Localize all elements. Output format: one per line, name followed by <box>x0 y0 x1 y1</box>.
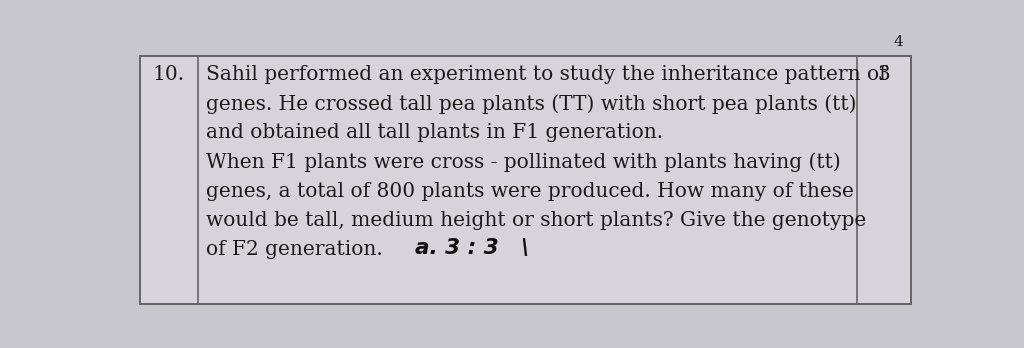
Text: 4: 4 <box>893 35 903 49</box>
Text: When F1 plants were cross - pollinated with plants having (tt): When F1 plants were cross - pollinated w… <box>206 153 841 172</box>
Text: 10.: 10. <box>153 65 184 84</box>
Text: a. 3 : 3   \: a. 3 : 3 \ <box>415 238 528 258</box>
Text: and obtained all tall plants in F1 generation.: and obtained all tall plants in F1 gener… <box>206 124 663 142</box>
Text: genes, a total of 800 plants were produced. How many of these: genes, a total of 800 plants were produc… <box>206 182 853 201</box>
Text: 3: 3 <box>878 65 890 84</box>
Text: Sahil performed an experiment to study the inheritance pattern of: Sahil performed an experiment to study t… <box>206 65 886 84</box>
Text: of F2 generation.: of F2 generation. <box>206 240 395 259</box>
Text: would be tall, medium height or short plants? Give the genotype: would be tall, medium height or short pl… <box>206 211 865 230</box>
Text: genes. He crossed tall pea plants (TT) with short pea plants (tt): genes. He crossed tall pea plants (TT) w… <box>206 94 856 114</box>
